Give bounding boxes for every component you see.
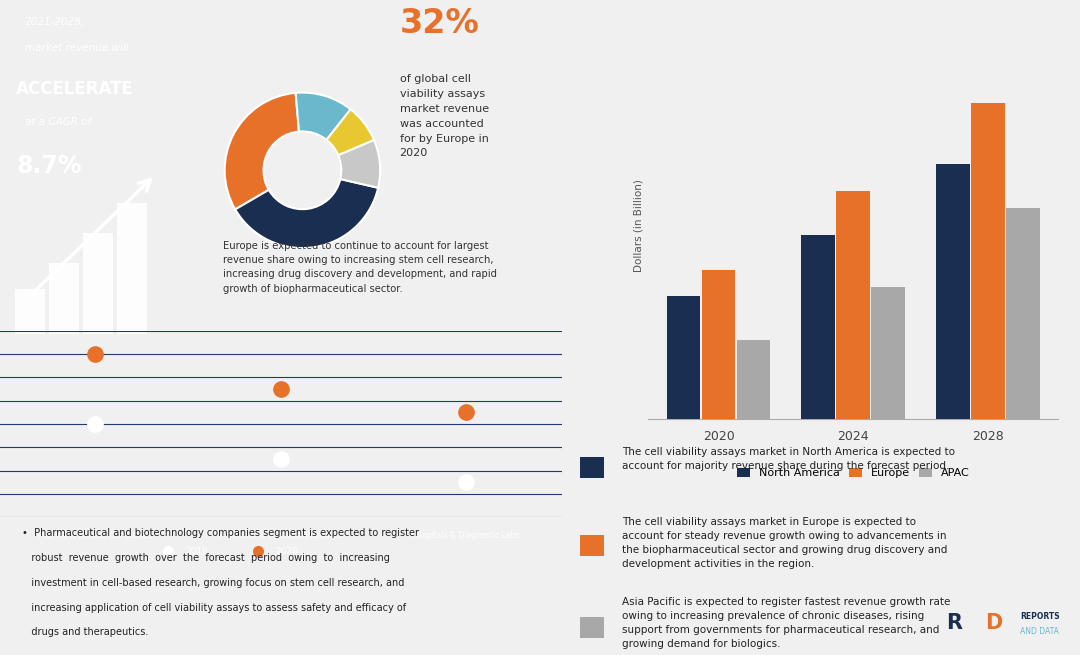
Text: drugs and therapeutics.: drugs and therapeutics.	[22, 627, 148, 637]
Text: •  Pharmaceutical and biotechnology companies segment is expected to register: • Pharmaceutical and biotechnology compa…	[22, 529, 419, 538]
Bar	[50, 263, 79, 334]
Wedge shape	[296, 92, 351, 140]
Wedge shape	[235, 179, 378, 248]
Text: The cell viability assays market in Europe is expected to
account for steady rev: The cell viability assays market in Euro…	[622, 517, 947, 569]
Bar	[83, 233, 113, 334]
Text: at a CAGR of: at a CAGR of	[25, 117, 91, 127]
Bar	[801, 234, 835, 419]
Bar	[836, 191, 870, 419]
Text: 32%: 32%	[400, 7, 480, 39]
Wedge shape	[225, 93, 299, 210]
Wedge shape	[326, 109, 374, 155]
Bar	[737, 340, 770, 419]
Bar	[702, 270, 735, 419]
Text: Asia Pacific is expected to register fastest revenue growth rate
owing to increa: Asia Pacific is expected to register fas…	[622, 597, 950, 649]
Text: Hospitals & Diagnostic Labs: Hospitals & Diagnostic Labs	[413, 531, 519, 540]
Bar	[580, 535, 604, 555]
Text: 2018: 2018	[186, 546, 208, 555]
Bar	[872, 288, 905, 419]
Text: market revenue will: market revenue will	[25, 43, 129, 54]
Text: 8.7%: 8.7%	[16, 154, 82, 178]
Text: Europe is expected to continue to account for largest
revenue share owing to inc: Europe is expected to continue to accoun…	[222, 240, 497, 294]
Bar	[118, 202, 147, 334]
Bar	[936, 164, 970, 419]
Bar	[971, 103, 1004, 419]
Bar	[666, 296, 700, 419]
Text: The cell viability assays market in North America is expected to
account for maj: The cell viability assays market in Nort…	[622, 447, 955, 470]
Text: D: D	[985, 613, 1002, 633]
Text: AND DATA: AND DATA	[1020, 627, 1058, 635]
Text: ACCELERATE: ACCELERATE	[16, 80, 134, 98]
Text: REPORTS: REPORTS	[1020, 612, 1059, 621]
Wedge shape	[338, 140, 380, 188]
Text: increasing application of cell viability assays to assess safety and efficacy of: increasing application of cell viability…	[22, 603, 406, 612]
Y-axis label: Dollars (in Billion): Dollars (in Billion)	[634, 179, 644, 272]
Text: of global cell
viability assays
market revenue
was accounted
for by Europe in
20: of global cell viability assays market r…	[400, 75, 489, 159]
FancyArrowPatch shape	[31, 179, 150, 294]
Text: investment in cell-based research, growing focus on stem cell research, and: investment in cell-based research, growi…	[22, 578, 404, 588]
Text: robust  revenue  growth  over  the  forecast  period  owing  to  increasing: robust revenue growth over the forecast …	[22, 553, 390, 563]
Bar	[580, 457, 604, 478]
Bar	[580, 618, 604, 638]
Bar	[15, 289, 45, 334]
Text: Academic & Research Institutes: Academic & Research Institutes	[220, 531, 341, 540]
Text: 2021-2028,: 2021-2028,	[25, 17, 84, 27]
Text: 2028: 2028	[275, 546, 298, 555]
Text: Pharma & Biotech Companies: Pharma & Biotech Companies	[39, 531, 152, 540]
Text: R: R	[946, 613, 962, 633]
Legend: North America, Europe, APAC: North America, Europe, APAC	[732, 463, 974, 483]
Bar	[1007, 208, 1040, 419]
